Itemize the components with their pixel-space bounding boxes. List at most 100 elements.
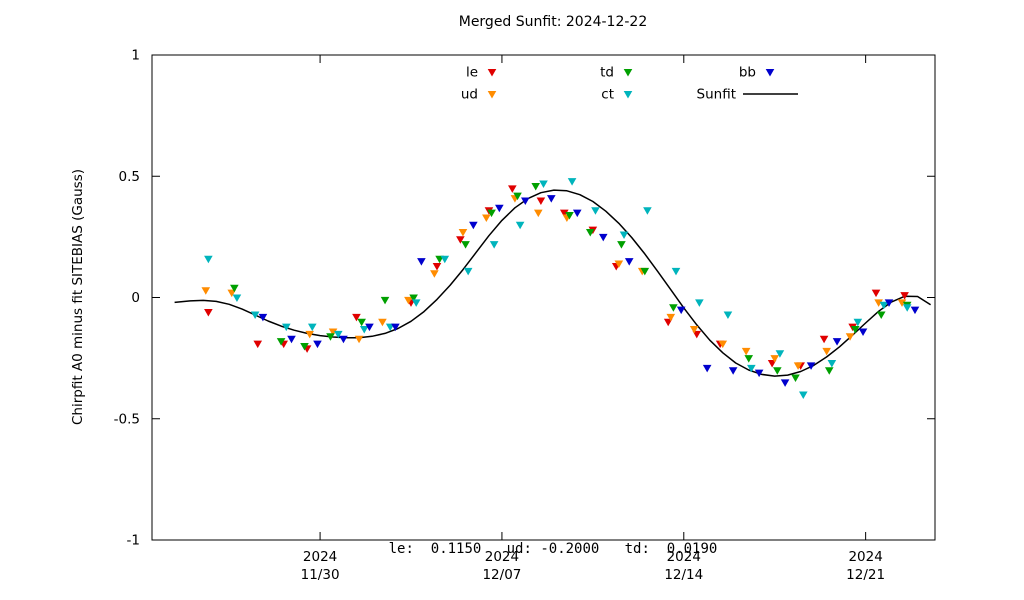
marker-le bbox=[559, 209, 569, 218]
fit-stats: le: 0.1150 ud: -0.2000 td: 0.0190 ct: -0… bbox=[303, 482, 803, 600]
marker-td bbox=[461, 241, 470, 249]
sunfit-curve bbox=[174, 189, 932, 377]
marker-ct bbox=[250, 311, 260, 319]
marker-bb bbox=[365, 323, 374, 332]
legend-marker-ud bbox=[487, 91, 497, 99]
marker-ct bbox=[567, 178, 577, 186]
marker-ud bbox=[741, 347, 751, 356]
marker-le bbox=[456, 236, 465, 244]
marker-ud bbox=[378, 318, 387, 327]
marker-bb bbox=[598, 233, 608, 242]
marker-ud bbox=[305, 330, 314, 339]
legend-marker-le bbox=[487, 69, 497, 77]
marker-ud bbox=[845, 333, 855, 341]
marker-le bbox=[692, 330, 702, 339]
x-tick-label-date: 12/21 bbox=[846, 567, 885, 583]
marker-le bbox=[432, 262, 442, 271]
marker-le bbox=[253, 340, 263, 349]
legend-label-ud: ud bbox=[461, 87, 478, 103]
y-tick-label: 0 bbox=[131, 290, 140, 306]
marker-ct bbox=[463, 267, 473, 276]
marker-ud bbox=[328, 328, 338, 336]
marker-td bbox=[300, 343, 309, 351]
chart-title: Merged Sunfit: 2024-12-22 bbox=[458, 14, 648, 30]
x-tick-label-year: 2024 bbox=[485, 549, 519, 565]
marker-bb bbox=[495, 204, 504, 213]
y-tick-label: 1 bbox=[131, 48, 140, 64]
y-tick-label: 0.5 bbox=[119, 169, 140, 185]
marker-bb bbox=[313, 340, 322, 349]
marker-td bbox=[565, 212, 574, 220]
marker-bb bbox=[910, 306, 920, 315]
marker-ud bbox=[404, 296, 413, 305]
y-tick-label: -0.5 bbox=[114, 411, 140, 427]
marker-bb bbox=[546, 195, 556, 203]
marker-ct bbox=[411, 299, 421, 307]
fit-stats-line-1: le: 0.1150 ud: -0.2000 td: 0.0190 bbox=[388, 541, 718, 557]
marker-le bbox=[900, 292, 909, 300]
legend-marker-td bbox=[623, 69, 633, 77]
marker-ud bbox=[874, 299, 883, 307]
marker-ud bbox=[227, 289, 237, 298]
marker-bb bbox=[806, 362, 816, 370]
marker-td bbox=[380, 296, 390, 305]
marker-le bbox=[871, 289, 881, 298]
marker-bb bbox=[702, 364, 712, 373]
marker-ud bbox=[793, 362, 803, 370]
legend-marker-ct bbox=[623, 91, 633, 99]
marker-bb bbox=[676, 306, 686, 315]
marker-ud bbox=[482, 214, 491, 222]
marker-bb bbox=[884, 299, 894, 307]
marker-ct bbox=[333, 330, 343, 339]
legend-label-td: td bbox=[600, 65, 614, 81]
marker-ud bbox=[430, 270, 439, 278]
marker-le bbox=[204, 309, 213, 317]
marker-td bbox=[276, 338, 286, 346]
legend-label-ct: ct bbox=[601, 87, 614, 103]
marker-ct bbox=[827, 359, 837, 368]
marker-bb bbox=[754, 369, 764, 378]
marker-ud bbox=[689, 326, 699, 334]
marker-ct bbox=[902, 304, 912, 312]
marker-bb bbox=[832, 338, 842, 346]
marker-ct bbox=[359, 326, 369, 334]
marker-td bbox=[487, 209, 496, 218]
marker-bb bbox=[287, 335, 296, 344]
marker-td bbox=[230, 284, 239, 293]
marker-le bbox=[508, 185, 517, 193]
marker-ud bbox=[666, 313, 676, 322]
marker-le bbox=[352, 313, 361, 322]
marker-ud bbox=[354, 335, 364, 344]
marker-bb bbox=[339, 335, 348, 344]
marker-bb bbox=[728, 367, 738, 375]
x-tick-label-date: 12/07 bbox=[482, 567, 521, 583]
marker-ct bbox=[204, 255, 213, 264]
legend-label-bb: bb bbox=[739, 65, 756, 81]
marker-td bbox=[513, 192, 522, 201]
marker-ud bbox=[718, 340, 728, 349]
marker-td bbox=[409, 294, 418, 302]
x-tick-label-date: 11/30 bbox=[301, 567, 340, 583]
marker-td bbox=[531, 182, 541, 191]
marker-ct bbox=[619, 231, 629, 239]
marker-td bbox=[824, 367, 834, 375]
marker-td bbox=[850, 326, 860, 334]
marker-td bbox=[617, 241, 626, 249]
marker-ud bbox=[770, 355, 780, 363]
y-tick-label: -1 bbox=[127, 533, 140, 549]
marker-bb bbox=[624, 258, 634, 266]
x-tick-label-year: 2024 bbox=[848, 549, 882, 565]
legend-marker-bb bbox=[765, 69, 775, 77]
marker-bb bbox=[858, 328, 868, 336]
marker-ct bbox=[232, 294, 242, 302]
marker-td bbox=[744, 355, 754, 363]
marker-ct bbox=[879, 301, 889, 310]
marker-le bbox=[536, 197, 546, 205]
marker-td bbox=[791, 374, 800, 383]
marker-bb bbox=[521, 197, 530, 205]
marker-td bbox=[326, 333, 335, 341]
marker-ct bbox=[671, 267, 681, 276]
marker-ct bbox=[747, 364, 756, 373]
marker-bb bbox=[780, 379, 790, 387]
